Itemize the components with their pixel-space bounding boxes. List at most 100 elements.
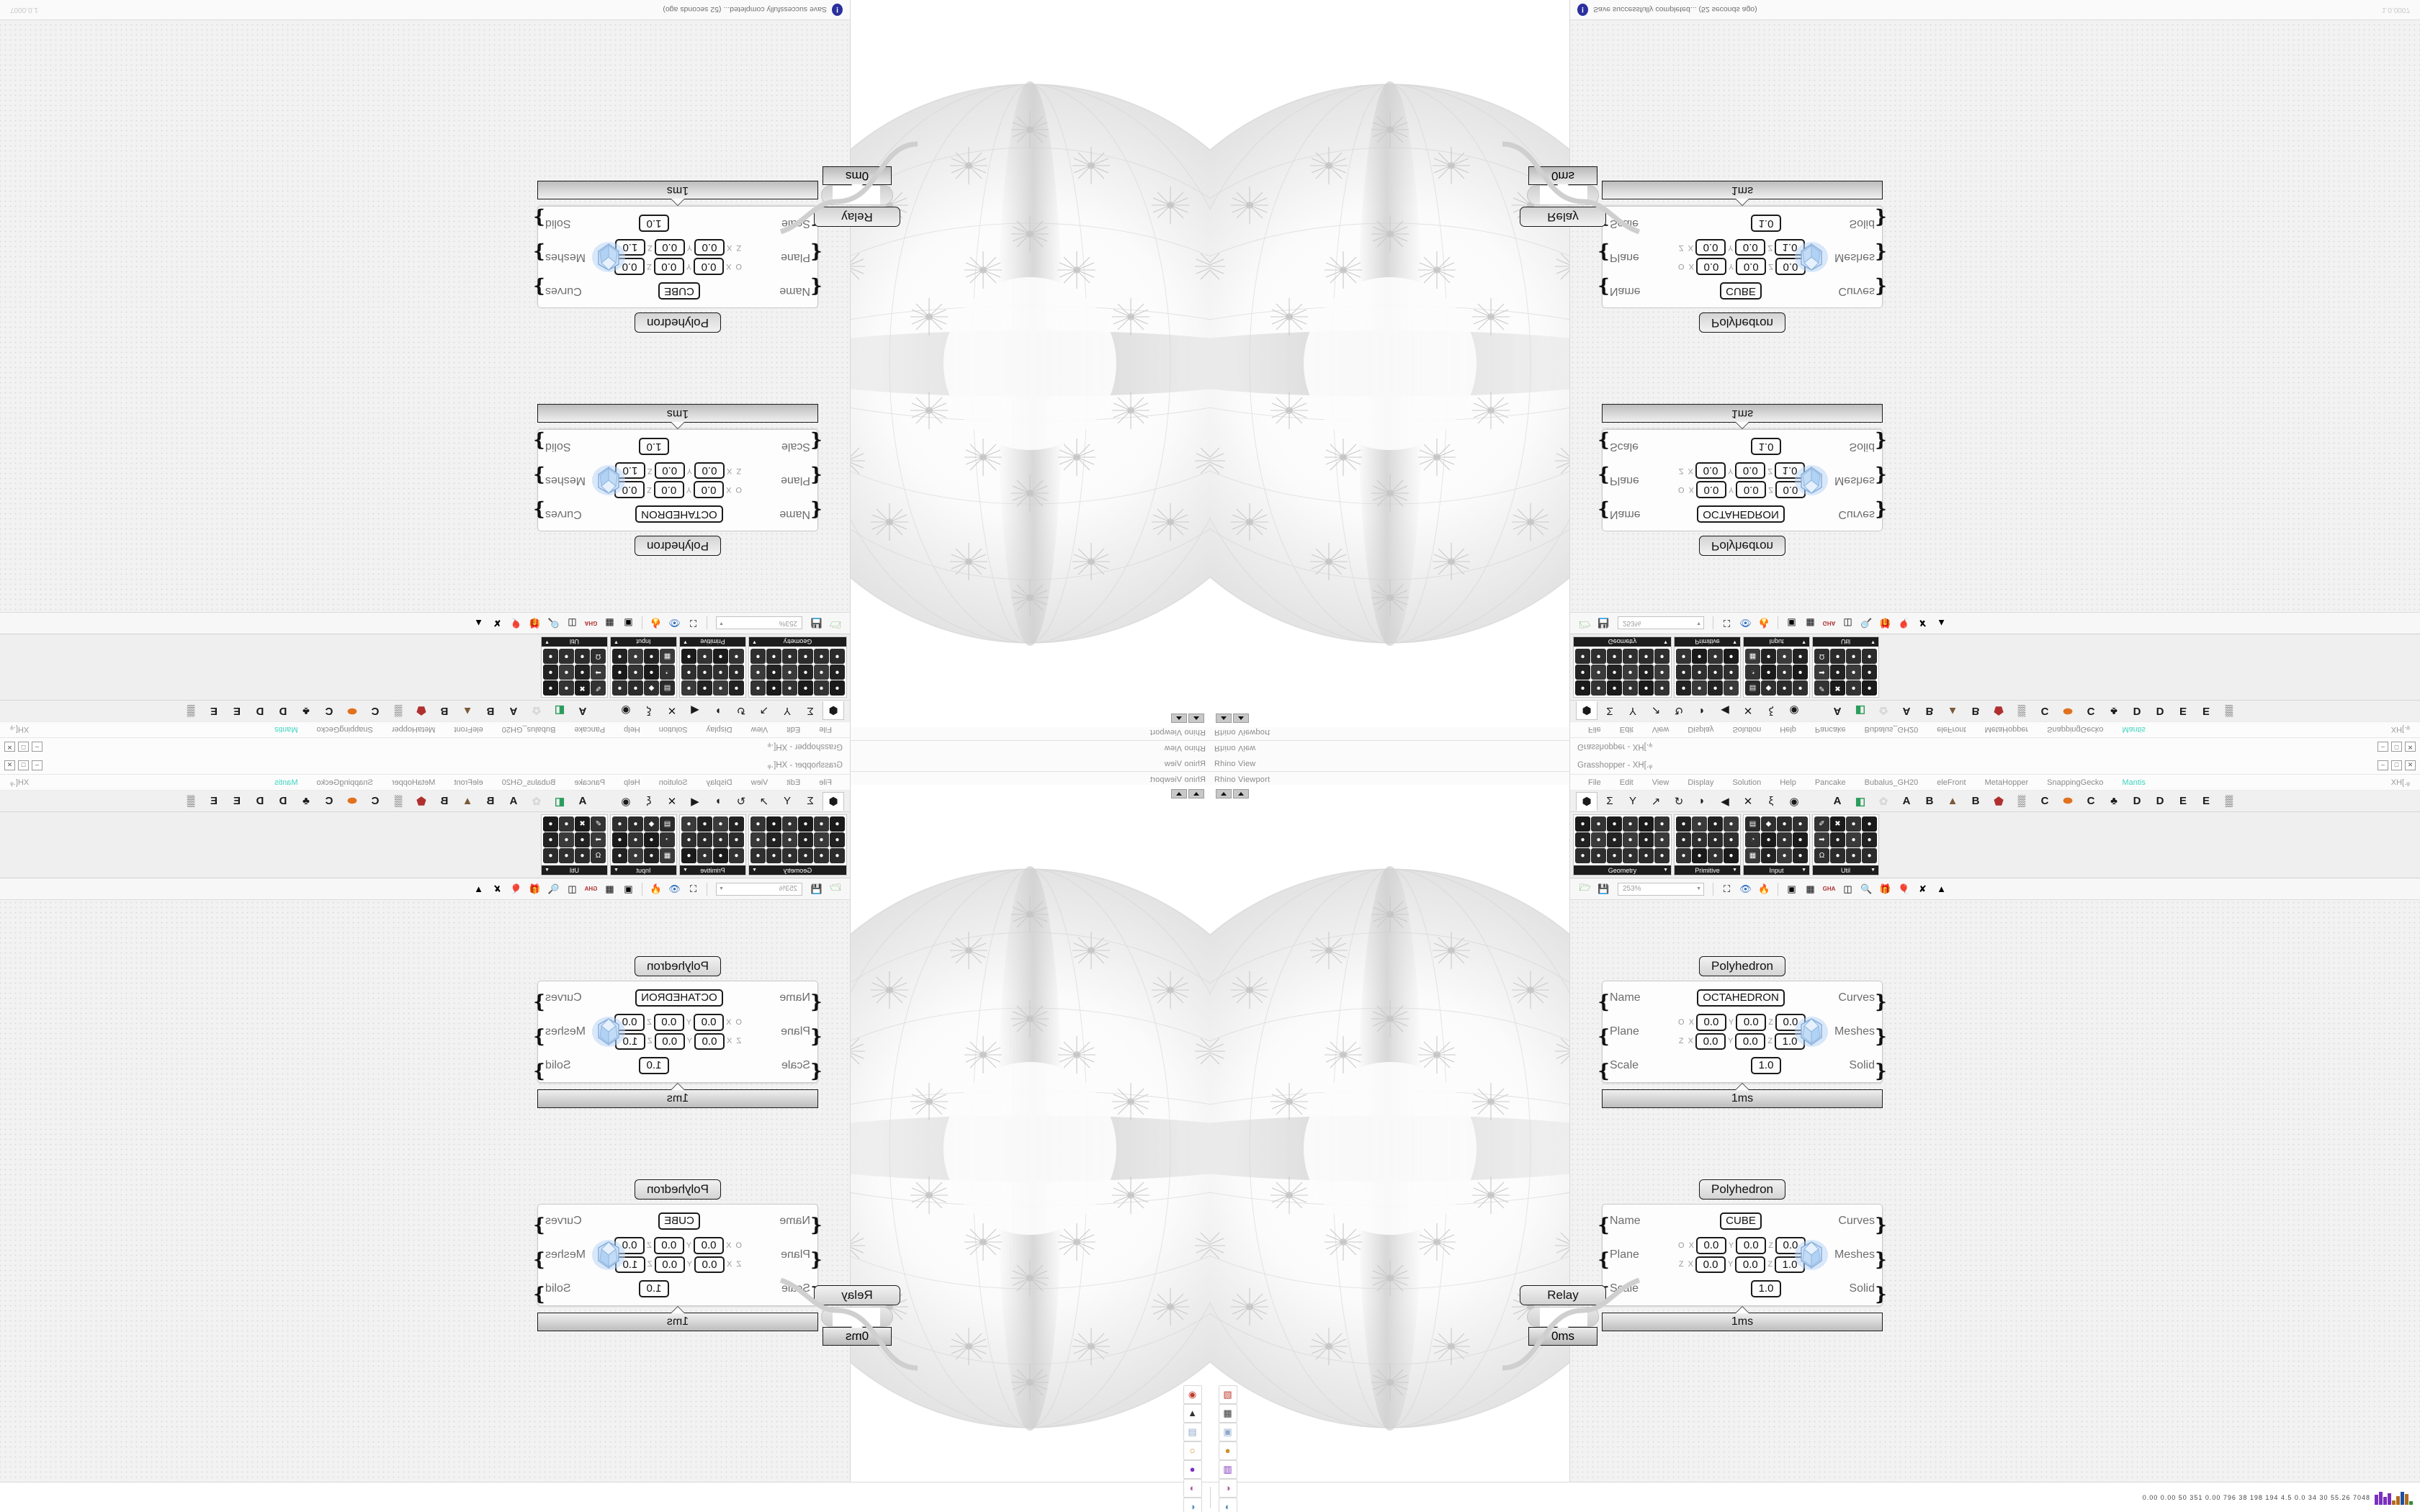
gha-assembly-icon[interactable]: GHA <box>1822 886 1836 892</box>
palette-icon-0-15[interactable]: ● <box>750 680 766 696</box>
name-value-field-2[interactable]: CUBE <box>1720 1212 1762 1230</box>
palette-icon-1-0[interactable]: ● <box>1676 816 1691 832</box>
palette-icon-1-8[interactable]: ● <box>1708 649 1723 664</box>
close-button[interactable]: ✕ <box>4 742 15 752</box>
widget-icon[interactable]: ◫ <box>1843 883 1852 894</box>
mesh-icon[interactable]: ▲ <box>1937 883 1946 894</box>
grasshopper-toolbar[interactable]: 🗁 💾 253% ▼ ⛶ 👁 🔥 ▣ ▦ GHA ◫ 🔍 <box>0 612 850 634</box>
shuffle-icon[interactable]: ✘ <box>1919 883 1927 894</box>
palette-icon-2-10[interactable]: ● <box>1793 665 1808 680</box>
palette-icons[interactable]: ✐ ➡ Ω ✖ ● ● ● ● ● ● ● ● <box>1813 647 1878 697</box>
plane-zaxis-x-2[interactable]: 0.0 <box>694 1256 725 1273</box>
palette-icon-2-9[interactable]: ● <box>612 816 627 832</box>
plugin-tab-3[interactable]: A <box>509 705 518 717</box>
grasshopper-toolbar[interactable]: 🗁 💾 253% ▼ ⛶ 👁 🔥 ▣ ▦ GHA ◫ 🔍 <box>1570 612 2420 634</box>
palette-icon-0-0[interactable]: ● <box>830 680 845 696</box>
component-body[interactable]: ❴ ❴ ❴ ❵ ❵ ❵ Name OCTAHEDRON Cu <box>532 981 824 1083</box>
plugin-tab-8[interactable]: ▒ <box>2017 795 2026 807</box>
viewport-tab-row[interactable] <box>1171 788 1207 799</box>
category-tab-0[interactable]: ⬢ <box>823 791 844 811</box>
plugin-tab-6[interactable]: B <box>1971 795 1980 807</box>
palette-icon-3-10[interactable]: ● <box>1862 832 1877 847</box>
chevron-down-icon[interactable]: ▼ <box>683 639 688 644</box>
chevron-down-icon[interactable]: ▼ <box>544 639 550 644</box>
menu-item-metahopper[interactable]: MetaHopper <box>391 778 436 787</box>
palette-icon-0-5[interactable]: ● <box>814 848 829 863</box>
minimize-button[interactable]: – <box>2378 742 2388 752</box>
category-tab-0[interactable]: ⬢ <box>1576 701 1597 721</box>
menu-item-snappinggecko[interactable]: SnappingGecko <box>2047 778 2104 787</box>
plugin-tab-4[interactable]: B <box>1925 705 1934 717</box>
input-port-name[interactable]: ❴ <box>808 500 824 521</box>
plane-origin-y-2[interactable]: 0.0 <box>653 1237 684 1254</box>
palette-icon-0-10[interactable]: ● <box>782 665 797 680</box>
grasshopper-toolbar[interactable]: 🗁 💾 253% ▼ ⛶ 👁 🔥 ▣ ▦ GHA ◫ 🔍 <box>1570 878 2420 900</box>
viewport-canvas[interactable] <box>851 785 1210 1512</box>
output-port-curves-2[interactable]: ❵ <box>1873 276 1888 297</box>
palette-icon-0-4[interactable]: ● <box>814 832 829 847</box>
output-port-solid-2[interactable]: ❵ <box>1873 207 1888 228</box>
palette-icons[interactable]: ● ● ● ● ● ● ● ● ● ● ● ● <box>1675 815 1740 865</box>
menu-item-help[interactable]: Help <box>624 725 640 734</box>
mesh-icon[interactable]: ▲ <box>474 618 483 629</box>
palette-icon-0-8[interactable]: ● <box>798 848 813 863</box>
plugin-tab-0[interactable]: A <box>1833 705 1842 717</box>
component-palette[interactable]: ● ● ● ● ● ● ● ● ● ● ● ● ● ● ● ● ● ● Geometry ▼ ● ● ● ● ● ● ● ● ● ● ● ● P… <box>1570 634 2420 700</box>
output-port-solid[interactable]: ❵ <box>1873 431 1888 451</box>
gha-assembly-icon[interactable]: GHA <box>584 886 598 892</box>
palette-group-primitive[interactable]: ● ● ● ● ● ● ● ● ● ● ● ● Primitive ▼ <box>679 636 746 698</box>
palette-icon-0-6[interactable]: ● <box>1607 680 1622 696</box>
palette-icon-3-6[interactable]: ● <box>559 816 574 832</box>
palette-icon-2-5[interactable]: ● <box>1761 848 1776 863</box>
palette-icon-1-9[interactable]: ● <box>681 816 696 832</box>
category-tab-2[interactable]: Υ <box>1628 795 1636 807</box>
palette-group-input[interactable]: ▤ ◔ ▦ ◆ ● ● ● ● ● ● ● ● Input ▼ <box>610 814 677 876</box>
menu-item-edit[interactable]: Edit <box>786 725 801 734</box>
palette-group-geometry[interactable]: ● ● ● ● ● ● ● ● ● ● ● ● ● ● ● ● ● ● Geometry ▼ <box>748 814 847 876</box>
input-port-name-2[interactable]: ❴ <box>808 1215 824 1236</box>
category-tab-5[interactable]: ◗ <box>1698 795 1706 807</box>
palette-icon-1-11[interactable]: ● <box>1724 848 1739 863</box>
palette-icon-3-0[interactable]: ✐ <box>591 816 606 832</box>
viewport-canvas[interactable] <box>1210 0 1569 727</box>
scale-value-field-2[interactable]: 1.0 <box>639 1280 669 1297</box>
palette-icon-3-3[interactable]: ✖ <box>575 680 590 696</box>
viewport-tab-prev[interactable] <box>1216 714 1232 723</box>
package-icon[interactable]: 🎁 <box>1879 618 1891 629</box>
grasshopper-menubar[interactable]: File Edit View Display Solution Help Pancake Bu… <box>1570 775 2420 791</box>
palette-icon-0-2[interactable]: ● <box>1575 848 1590 863</box>
category-tab-6[interactable]: ◀ <box>1721 795 1729 808</box>
input-port-name[interactable]: ❴ <box>808 991 824 1012</box>
menu-item-help[interactable]: Help <box>1780 778 1796 787</box>
bake-flame-icon[interactable]: 🔥 <box>650 883 662 894</box>
palette-icon-2-7[interactable]: ● <box>1777 665 1792 680</box>
palette-icon-1-2[interactable]: ● <box>729 848 744 863</box>
menu-item-bubalus-gh20[interactable]: Bubalus_GH20 <box>501 778 556 787</box>
palette-icon-1-9[interactable]: ● <box>1724 680 1739 696</box>
plugin-tab-10[interactable]: ⬬ <box>347 705 357 717</box>
category-tab-9[interactable]: ◉ <box>1789 704 1799 717</box>
palette-group-geometry[interactable]: ● ● ● ● ● ● ● ● ● ● ● ● ● ● ● ● ● ● Geometry ▼ <box>748 636 847 698</box>
palette-icon-0-16[interactable]: ● <box>1654 832 1670 847</box>
plugin-tab-15[interactable]: E <box>233 705 241 717</box>
name-value-field[interactable]: OCTAHEDRON <box>1697 505 1785 523</box>
palette-icon-2-7[interactable]: ● <box>1777 832 1792 847</box>
palette-icon-2-5[interactable]: ● <box>1761 649 1776 664</box>
palette-icon-1-7[interactable]: ● <box>1708 665 1723 680</box>
palette-icon-0-15[interactable]: ● <box>1654 680 1670 696</box>
palette-icon-0-3[interactable]: ● <box>814 816 829 832</box>
mesh-icon[interactable]: ▲ <box>1937 618 1946 629</box>
plane-origin-x-2[interactable]: 0.0 <box>1695 1237 1726 1254</box>
plugin-tab-5[interactable]: ▲ <box>462 795 473 807</box>
menu-item-display[interactable]: Display <box>706 778 732 787</box>
palette-icon-0-6[interactable]: ● <box>1607 816 1622 832</box>
palette-icon-0-3[interactable]: ● <box>1591 680 1606 696</box>
palette-icon-3-7[interactable]: ● <box>559 832 574 847</box>
zoom-extents-icon[interactable]: ⛶ <box>689 883 697 894</box>
output-port-meshes[interactable]: ❵ <box>1873 465 1888 486</box>
palette-icon-0-12[interactable]: ● <box>766 816 781 832</box>
plugin-tab-1[interactable]: ◧ <box>1855 704 1866 717</box>
plugin-tab-5[interactable]: ▲ <box>1947 705 1958 717</box>
output-port-solid-2[interactable]: ❵ <box>532 1284 547 1305</box>
palette-icon-1-9[interactable]: ● <box>681 680 696 696</box>
